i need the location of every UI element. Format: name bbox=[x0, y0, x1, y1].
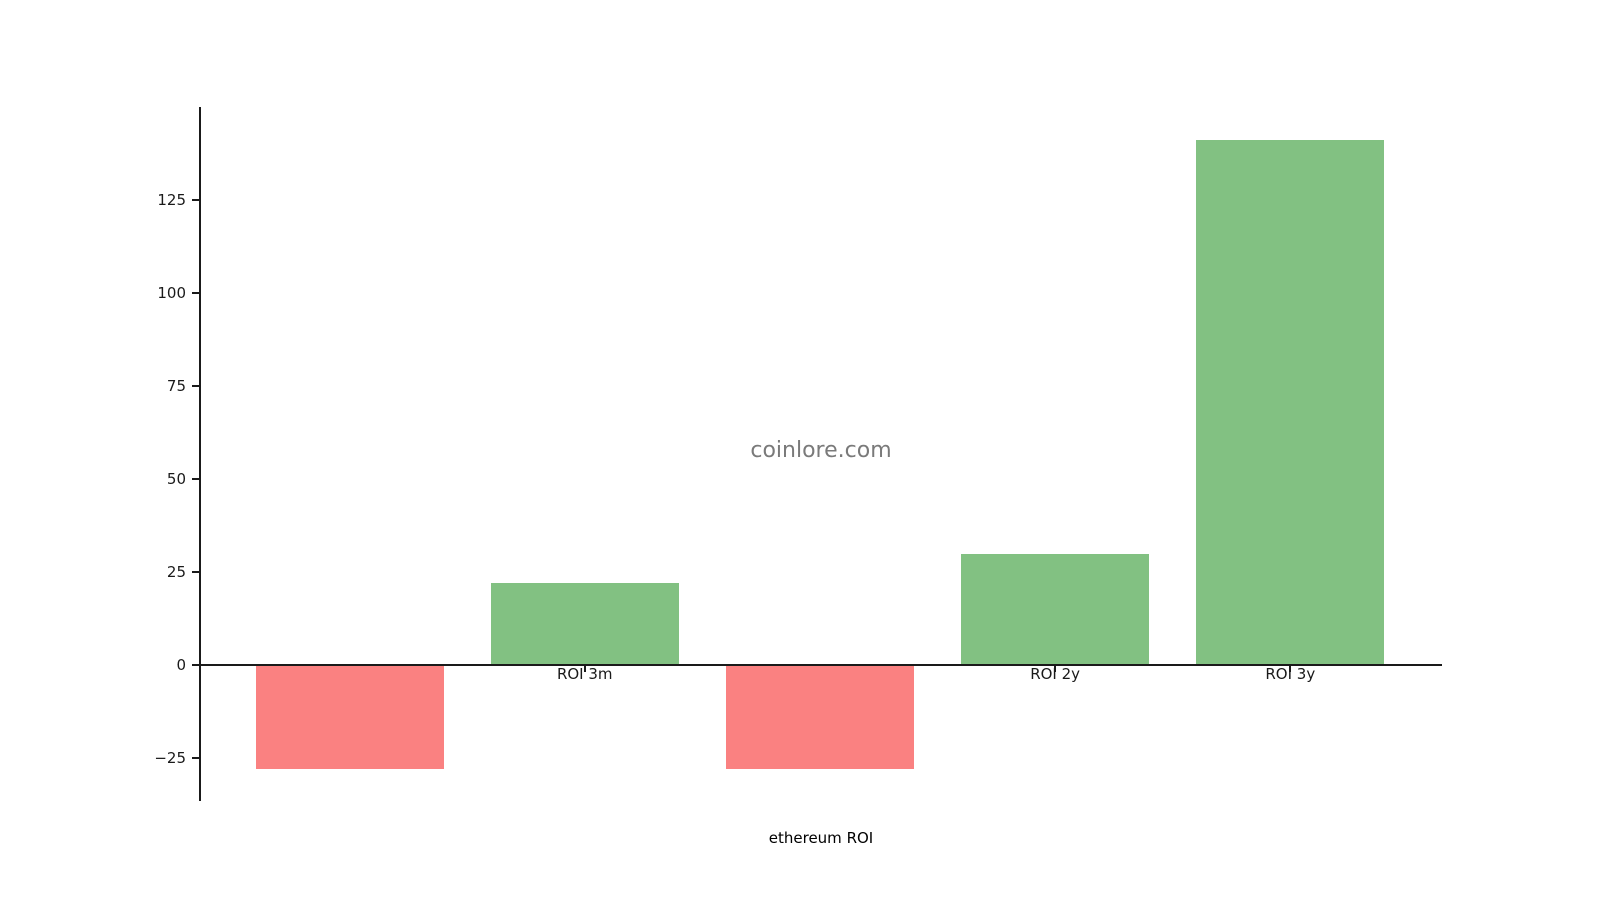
y-tick-mark bbox=[192, 664, 199, 667]
x-tick-label: ROI 2y bbox=[1030, 665, 1081, 684]
y-tick-label: 100 bbox=[157, 283, 186, 302]
y-tick-label: 0 bbox=[176, 655, 186, 674]
y-tick-label: 25 bbox=[166, 562, 186, 581]
bar-positive bbox=[490, 583, 679, 666]
coinlore-watermark: coinlore.com bbox=[750, 438, 892, 463]
x-axis-zero-line bbox=[200, 664, 1442, 667]
y-tick-mark bbox=[192, 385, 199, 388]
y-tick-label: 75 bbox=[166, 376, 186, 395]
y-tick-mark bbox=[192, 199, 199, 202]
y-tick-label: 50 bbox=[166, 469, 186, 488]
x-tick-mark bbox=[1054, 665, 1057, 673]
y-axis-spine bbox=[199, 107, 201, 801]
y-tick-mark bbox=[192, 292, 199, 295]
y-tick-mark bbox=[192, 478, 199, 481]
x-tick-mark bbox=[583, 665, 586, 673]
y-tick-mark bbox=[192, 571, 199, 574]
y-tick-label: 125 bbox=[157, 190, 186, 209]
x-tick-label: ROI 3m bbox=[556, 665, 613, 684]
bar-positive bbox=[1196, 140, 1385, 666]
y-tick-mark bbox=[192, 757, 199, 760]
x-tick-label: ROI 3y bbox=[1265, 665, 1316, 684]
bar-negative bbox=[725, 665, 914, 770]
bar-negative bbox=[255, 665, 444, 770]
x-tick-mark bbox=[1289, 665, 1292, 673]
x-axis-title: ethereum ROI bbox=[768, 829, 874, 847]
y-tick-label: −25 bbox=[154, 748, 186, 767]
bar-positive bbox=[961, 553, 1150, 666]
